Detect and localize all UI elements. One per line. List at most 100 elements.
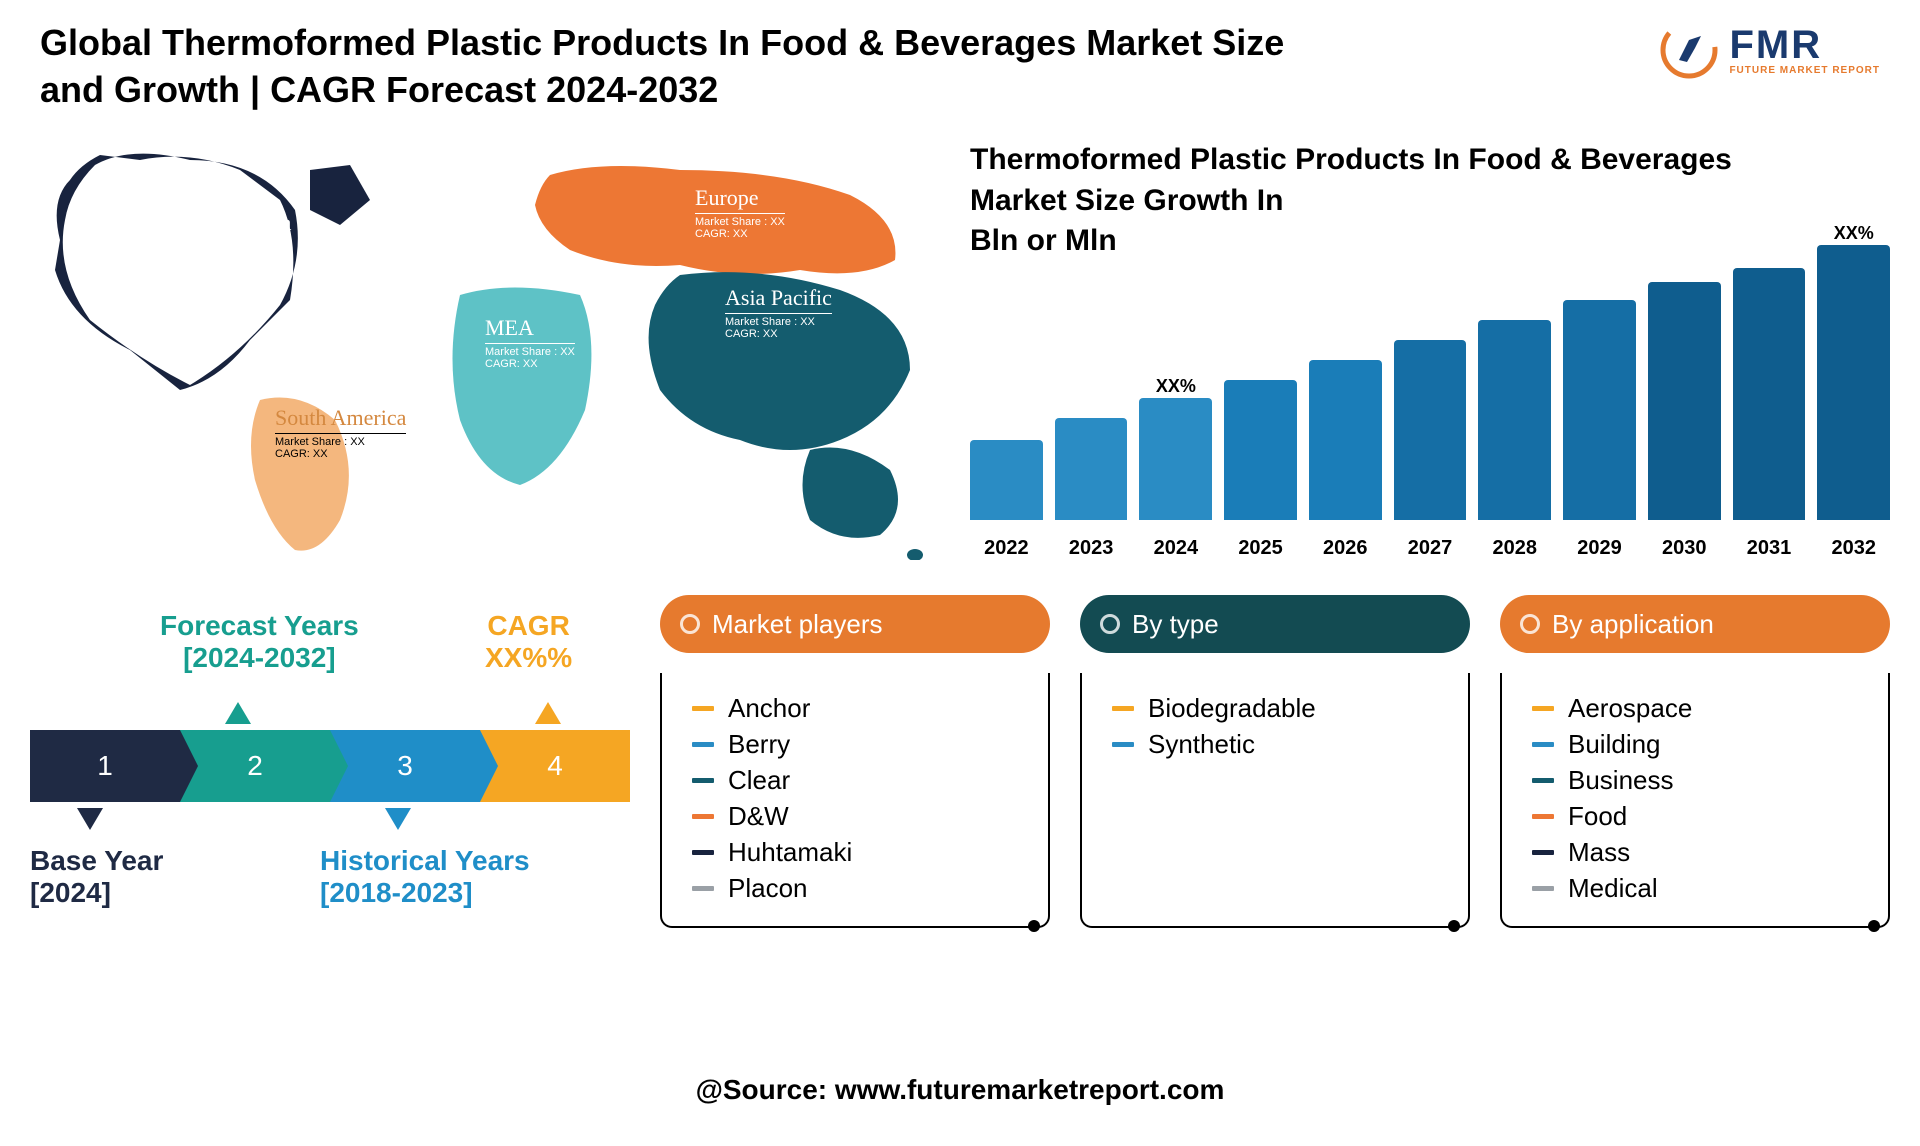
by-type-column: By type Biodegradable Synthetic	[1080, 595, 1470, 928]
timeline-segment: 2	[180, 730, 330, 802]
chart-x-axis: 2022202320242025202620272028202920302031…	[970, 537, 1890, 560]
list-item-label: Huhtamaki	[728, 837, 852, 868]
chart-bar	[1055, 418, 1128, 520]
bar-chart: Thermoformed Plastic Products In Food & …	[970, 140, 1900, 560]
by-application-column: By application Aerospace Building Business…	[1500, 595, 1890, 928]
list-item: Aerospace	[1532, 693, 1868, 724]
x-axis-label: 2027	[1394, 537, 1467, 560]
list-item: Business	[1532, 765, 1868, 796]
list-item-label: Building	[1568, 729, 1661, 760]
timeline-segment: 1	[30, 730, 180, 802]
chart-bar: XX%	[1817, 245, 1890, 520]
tick-icon	[692, 850, 714, 855]
timeline-bar: 1234	[30, 730, 630, 802]
tick-icon	[1532, 742, 1554, 747]
triangle-up-icon	[535, 702, 561, 724]
region-asia-pacific: Asia Pacific Market Share : XX CAGR: XX	[725, 285, 832, 340]
list-item: Medical	[1532, 873, 1868, 904]
chart-bar	[1394, 340, 1467, 520]
x-axis-label: 2025	[1224, 537, 1297, 560]
list-item-label: Biodegradable	[1148, 693, 1316, 724]
list-item: Clear	[692, 765, 1028, 796]
list-item: D&W	[692, 801, 1028, 832]
tick-icon	[1532, 814, 1554, 819]
list-item-label: Aerospace	[1568, 693, 1692, 724]
list-item: Biodegradable	[1112, 693, 1448, 724]
list-item: Anchor	[692, 693, 1028, 724]
chart-bar	[970, 440, 1043, 520]
tick-icon	[1532, 886, 1554, 891]
by-type-list: Biodegradable Synthetic	[1080, 673, 1470, 928]
tick-icon	[1532, 706, 1554, 711]
market-players-column: Market players Anchor Berry Clear D&W Huhtam…	[660, 595, 1050, 928]
timeline: Forecast Years [2024-2032] CAGR XX%% 123…	[30, 610, 630, 970]
x-axis-label: 2022	[970, 537, 1043, 560]
header: Global Thermoformed Plastic Products In …	[40, 20, 1880, 114]
region-mea: MEA Market Share : XX CAGR: XX	[485, 315, 575, 370]
chart-bar	[1563, 300, 1636, 520]
market-players-list: Anchor Berry Clear D&W Huhtamaki Placon	[660, 673, 1050, 928]
list-item-label: Food	[1568, 801, 1627, 832]
chart-bar	[1648, 282, 1721, 520]
tick-icon	[1112, 706, 1134, 711]
market-players-pill: Market players	[660, 595, 1050, 653]
logo-text-sub: FUTURE MARKET REPORT	[1729, 65, 1880, 76]
tick-icon	[692, 814, 714, 819]
by-application-pill: By application	[1500, 595, 1890, 653]
x-axis-label: 2023	[1055, 537, 1128, 560]
tick-icon	[692, 886, 714, 891]
list-item: Placon	[692, 873, 1028, 904]
list-item-label: Synthetic	[1148, 729, 1255, 760]
region-europe: Europe Market Share : XX CAGR: XX	[695, 185, 785, 240]
source-attribution: @Source: www.futuremarketreport.com	[0, 1074, 1920, 1106]
base-year-label: Base Year [2024]	[30, 845, 163, 909]
timeline-segment: 3	[330, 730, 480, 802]
x-axis-label: 2028	[1478, 537, 1551, 560]
world-map: North America Market Share : XX CAGR: XX…	[40, 140, 940, 560]
list-item: Huhtamaki	[692, 837, 1028, 868]
tick-icon	[692, 742, 714, 747]
region-south-america: South America Market Share : XX CAGR: XX	[275, 405, 406, 460]
chart-bars: XX%XX%	[970, 240, 1890, 520]
list-item: Synthetic	[1112, 729, 1448, 760]
x-axis-label: 2024	[1139, 537, 1212, 560]
historical-label: Historical Years [2018-2023]	[320, 845, 530, 909]
page-title: Global Thermoformed Plastic Products In …	[40, 20, 1340, 114]
chart-bar: XX%	[1139, 398, 1212, 520]
categories: Market players Anchor Berry Clear D&W Huhtam…	[660, 595, 1890, 928]
list-item-label: Placon	[728, 873, 808, 904]
tick-icon	[1532, 850, 1554, 855]
chart-bar	[1733, 268, 1806, 520]
list-item: Food	[1532, 801, 1868, 832]
list-item: Mass	[1532, 837, 1868, 868]
x-axis-label: 2029	[1563, 537, 1636, 560]
list-item: Berry	[692, 729, 1028, 760]
triangle-down-icon	[77, 808, 103, 830]
list-item-label: Clear	[728, 765, 790, 796]
bar-annotation: XX%	[1156, 376, 1196, 397]
tick-icon	[1532, 778, 1554, 783]
triangle-down-icon	[385, 808, 411, 830]
by-application-list: Aerospace Building Business Food Mass Medical	[1500, 673, 1890, 928]
triangle-up-icon	[225, 702, 251, 724]
forecast-label: Forecast Years [2024-2032]	[160, 610, 359, 674]
chart-bar	[1224, 380, 1297, 520]
tick-icon	[692, 706, 714, 711]
x-axis-label: 2026	[1309, 537, 1382, 560]
by-type-pill: By type	[1080, 595, 1470, 653]
region-north-america: North America Market Share : XX CAGR: XX	[160, 210, 291, 265]
bar-annotation: XX%	[1834, 223, 1874, 244]
cagr-label: CAGR XX%%	[485, 610, 572, 674]
list-item-label: Anchor	[728, 693, 810, 724]
list-item-label: Medical	[1568, 873, 1658, 904]
list-item: Building	[1532, 729, 1868, 760]
timeline-segment: 4	[480, 730, 630, 802]
list-item-label: Mass	[1568, 837, 1630, 868]
logo-text-main: FMR	[1729, 25, 1880, 65]
x-axis-label: 2032	[1817, 537, 1890, 560]
x-axis-label: 2031	[1733, 537, 1806, 560]
tick-icon	[1112, 742, 1134, 747]
list-item-label: D&W	[728, 801, 789, 832]
tick-icon	[692, 778, 714, 783]
chart-bar	[1309, 360, 1382, 520]
